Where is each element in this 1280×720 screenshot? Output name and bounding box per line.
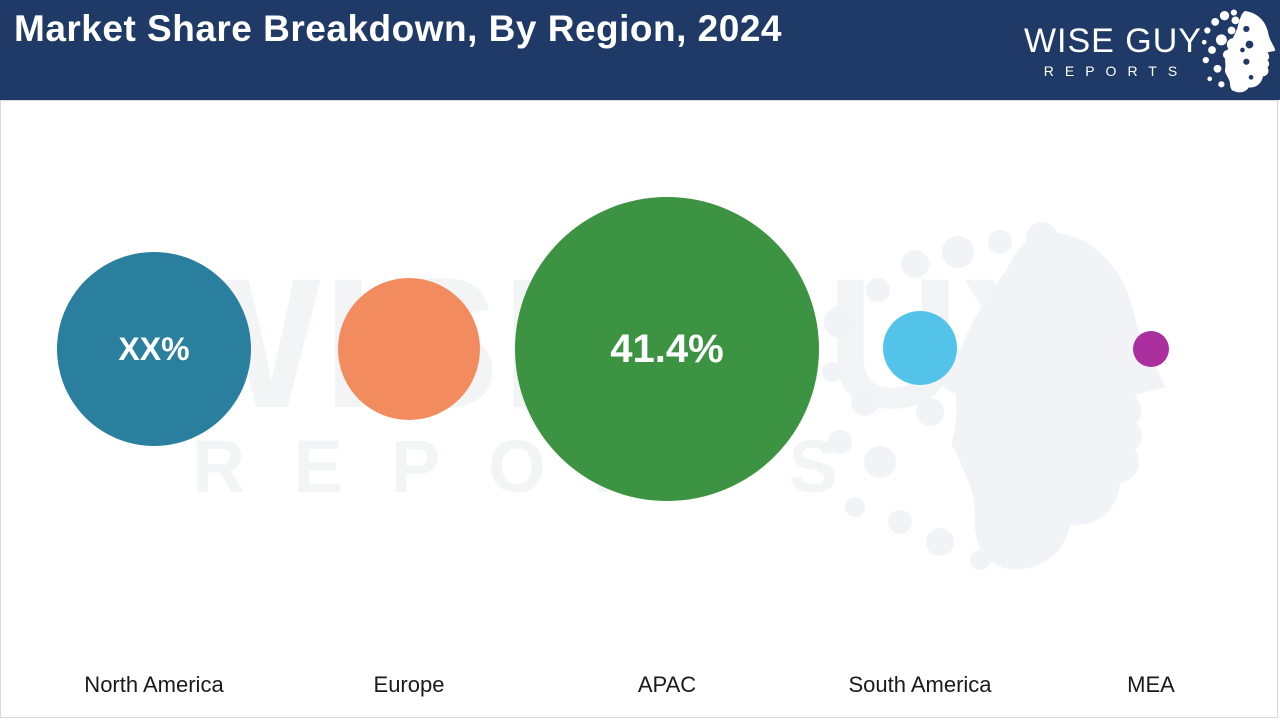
brand-name: WISE GUY xyxy=(1023,22,1202,60)
bubble-value-label: XX% xyxy=(118,330,190,367)
bubble-chart: WISE GUY REPORTS XX%North AmericaEurope4… xyxy=(0,100,1280,720)
category-label-south-america: South America xyxy=(848,672,992,697)
brand-head-icon xyxy=(1201,9,1276,93)
brand-subtitle: REPORTS xyxy=(1043,63,1189,79)
brand-logo-text: WISE GUY REPORTS xyxy=(1024,24,1202,79)
watermark-head-icon xyxy=(822,222,1166,570)
header: Market Share Breakdown, By Region, 2024 … xyxy=(0,0,1280,100)
brand-logo: WISE GUY REPORTS xyxy=(1024,4,1276,96)
bubble-apac: 41.4% xyxy=(515,197,819,501)
category-label-apac: APAC xyxy=(637,672,697,697)
category-label-north-america: North America xyxy=(84,672,224,697)
bubble-europe xyxy=(338,278,480,420)
category-label-mea: MEA xyxy=(1127,672,1175,697)
bubble-mea xyxy=(1133,331,1169,367)
bubble-south-america xyxy=(883,311,957,385)
bubble-north-america: XX% xyxy=(57,252,251,446)
category-label-europe: Europe xyxy=(373,672,445,697)
bubble-value-label: 41.4% xyxy=(610,326,724,371)
page-title: Market Share Breakdown, By Region, 2024 xyxy=(14,8,782,49)
